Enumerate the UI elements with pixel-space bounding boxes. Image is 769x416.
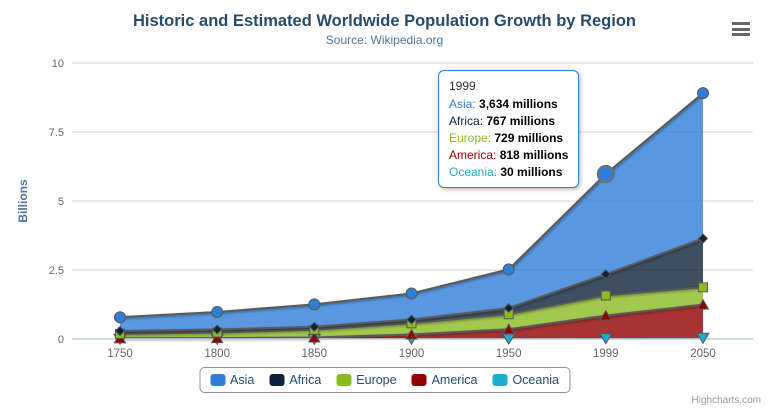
tooltip-row: Africa: 767 millions <box>449 113 568 130</box>
y-tick-label: 2.5 <box>49 265 64 277</box>
y-tick-label: 5 <box>58 196 64 208</box>
x-axis-label: 1750 <box>107 348 133 360</box>
legend-label: Oceania <box>512 373 559 387</box>
tooltip-series-name: Africa: <box>449 114 487 128</box>
marker-america-1850[interactable] <box>307 331 321 343</box>
tooltip-series-name: America: <box>449 148 500 162</box>
marker-america-1999[interactable] <box>599 309 613 321</box>
tooltip-value: 729 millions <box>494 131 564 145</box>
marker-africa-1800[interactable] <box>211 324 223 335</box>
marker-asia-1750[interactable] <box>114 311 126 324</box>
tooltip-value: 767 millions <box>486 114 556 128</box>
marker-asia-2050[interactable] <box>697 87 709 100</box>
tooltip-value: 818 millions <box>499 148 569 162</box>
legend-label: Europe <box>356 373 397 387</box>
legend-label: Asia <box>230 373 255 387</box>
marker-asia-1999[interactable] <box>596 164 615 184</box>
tooltip-series-name: Europe: <box>449 131 495 145</box>
marker-asia-1800[interactable] <box>211 306 224 318</box>
marker-oceania-2050[interactable] <box>696 332 710 345</box>
x-axis-label: 1999 <box>593 348 619 360</box>
legend-label: Africa <box>289 373 322 387</box>
y-tick-label: 10 <box>52 58 64 70</box>
credits-link[interactable]: Highcharts.com <box>691 395 761 406</box>
x-axis-label: 1800 <box>204 348 230 360</box>
tooltip-row: Oceania: 30 millions <box>449 164 568 181</box>
marker-oceania-1999[interactable] <box>598 333 613 345</box>
y-tick-label: 0 <box>58 334 64 346</box>
legend: Asia Africa Europe America Oceania <box>199 367 570 393</box>
marker-africa-1950[interactable] <box>503 302 514 314</box>
tooltip-value: 30 millions <box>500 165 563 179</box>
area-series-asia[interactable] <box>120 93 703 331</box>
marker-asia-1850[interactable] <box>308 298 321 311</box>
area-series-africa[interactable] <box>120 238 703 334</box>
y-tick-label: 7.5 <box>49 127 64 139</box>
legend-swatch <box>269 374 285 386</box>
tooltip-row: Asia: 3,634 millions <box>449 96 568 113</box>
marker-america-2050[interactable] <box>696 298 710 310</box>
x-axis-label: 2050 <box>690 348 716 360</box>
marker-africa-1999[interactable] <box>600 269 612 280</box>
marker-africa-2050[interactable] <box>697 233 709 244</box>
x-axis-label: 1900 <box>399 348 425 360</box>
tooltip-row: America: 818 millions <box>449 147 568 164</box>
tooltip: 1999 Asia: 3,634 millions Africa: 767 mi… <box>438 70 580 188</box>
legend-label: America <box>431 373 478 387</box>
marker-africa-1900[interactable] <box>406 314 417 325</box>
legend-item-europe[interactable]: Europe <box>336 373 397 387</box>
legend-item-america[interactable]: America <box>411 373 478 387</box>
export-menu-button[interactable] <box>729 18 753 40</box>
marker-america-1900[interactable] <box>405 328 418 340</box>
tooltip-series-name: Asia: <box>449 97 480 111</box>
marker-america-1800[interactable] <box>210 332 224 344</box>
tooltip-header: 1999 <box>449 79 476 93</box>
x-axis-label: 1850 <box>302 348 328 360</box>
area-series-america[interactable] <box>120 304 703 339</box>
tooltip-series-name: Oceania: <box>449 165 501 179</box>
legend-item-oceania[interactable]: Oceania <box>492 373 559 387</box>
legend-swatch <box>411 374 427 386</box>
marker-europe-2050[interactable] <box>698 282 708 293</box>
legend-swatch <box>210 374 225 386</box>
chart-title: Historic and Estimated Worldwide Populat… <box>133 12 636 30</box>
marker-asia-1900[interactable] <box>405 287 418 300</box>
legend-swatch <box>492 374 508 386</box>
legend-item-asia[interactable]: Asia <box>210 373 254 387</box>
x-axis-label: 1950 <box>496 348 522 360</box>
legend-swatch <box>336 374 352 386</box>
marker-america-1950[interactable] <box>502 323 516 335</box>
y-axis-title: Billions <box>16 179 30 223</box>
legend-item-africa[interactable]: Africa <box>269 373 321 387</box>
hamburger-icon <box>732 20 750 39</box>
marker-africa-1850[interactable] <box>309 321 320 333</box>
tooltip-value: 3,634 millions <box>479 97 558 111</box>
marker-asia-1950[interactable] <box>502 263 515 276</box>
tooltip-row: Europe: 729 millions <box>449 130 568 147</box>
marker-africa-1750[interactable] <box>114 325 126 337</box>
marker-europe-1999[interactable] <box>600 290 611 301</box>
chart-subtitle: Source: Wikipedia.org <box>325 33 444 47</box>
